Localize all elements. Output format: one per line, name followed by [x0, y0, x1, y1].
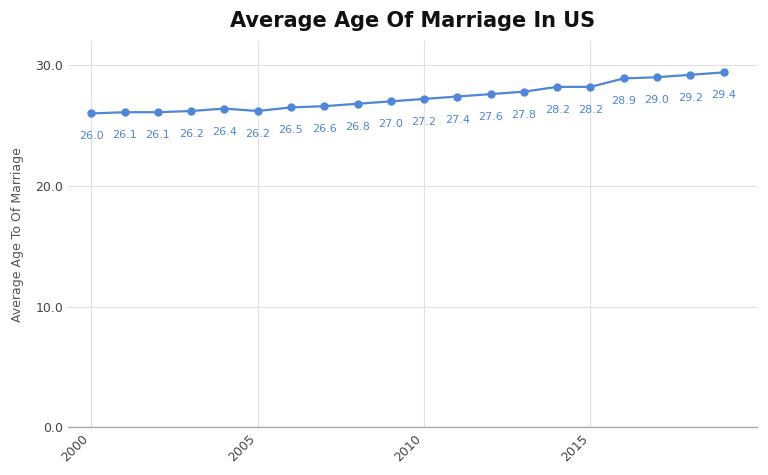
Text: 26.5: 26.5: [279, 125, 303, 135]
Text: 29.0: 29.0: [644, 95, 670, 105]
Text: 26.6: 26.6: [312, 124, 336, 134]
Text: 27.4: 27.4: [445, 114, 470, 124]
Text: 27.8: 27.8: [511, 110, 536, 120]
Text: 26.8: 26.8: [345, 122, 370, 132]
Text: 29.2: 29.2: [678, 93, 703, 103]
Title: Average Age Of Marriage In US: Average Age Of Marriage In US: [230, 11, 595, 31]
Text: 26.2: 26.2: [179, 129, 204, 139]
Text: 29.4: 29.4: [711, 90, 736, 100]
Text: 26.4: 26.4: [212, 127, 237, 137]
Text: 26.0: 26.0: [79, 132, 104, 142]
Text: 26.2: 26.2: [245, 129, 270, 139]
Text: 26.1: 26.1: [145, 130, 170, 140]
Text: 27.6: 27.6: [478, 112, 503, 122]
Y-axis label: Average Age To Of Marriage: Average Age To Of Marriage: [11, 147, 24, 322]
Text: 28.2: 28.2: [578, 105, 603, 115]
Text: 27.2: 27.2: [412, 117, 436, 127]
Text: 28.9: 28.9: [611, 96, 636, 106]
Text: 28.2: 28.2: [545, 105, 570, 115]
Text: 26.1: 26.1: [112, 130, 137, 140]
Text: 27.0: 27.0: [379, 119, 403, 129]
